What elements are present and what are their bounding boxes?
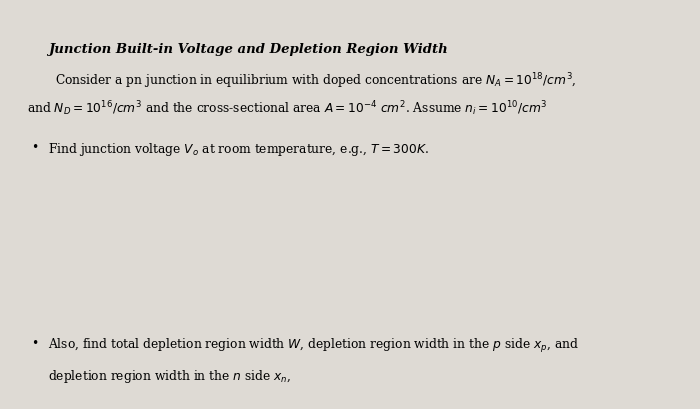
Text: and $N_D = 10^{16}/cm^3$ and the cross-sectional area $A = 10^{-4}$ $cm^2$. Assu: and $N_D = 10^{16}/cm^3$ and the cross-s… bbox=[27, 99, 547, 118]
Text: Also, find total depletion region width $W$, depletion region width in the $p$ s: Also, find total depletion region width … bbox=[48, 337, 578, 355]
Text: depletion region width in the $n$ side $x_n$,: depletion region width in the $n$ side $… bbox=[48, 368, 290, 385]
Text: Find junction voltage $V_o$ at room temperature, e.g., $T = 300K$.: Find junction voltage $V_o$ at room temp… bbox=[48, 141, 428, 158]
Text: •: • bbox=[31, 337, 38, 351]
Text: Junction Built-in Voltage and Depletion Region Width: Junction Built-in Voltage and Depletion … bbox=[48, 43, 447, 56]
Text: Consider a pn junction in equilibrium with doped concentrations are $N_A = 10^{1: Consider a pn junction in equilibrium wi… bbox=[55, 72, 576, 91]
Text: •: • bbox=[31, 141, 38, 154]
